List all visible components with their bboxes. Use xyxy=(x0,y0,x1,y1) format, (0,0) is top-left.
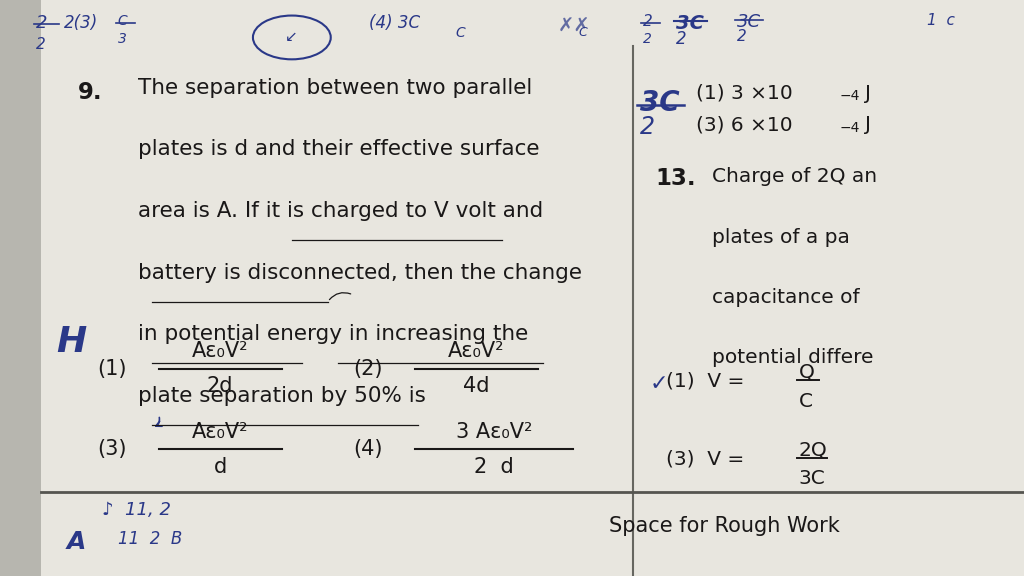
Text: 2: 2 xyxy=(676,30,686,48)
Text: Space for Rough Work: Space for Rough Work xyxy=(609,516,840,536)
Text: 3C: 3C xyxy=(676,14,703,33)
Text: J: J xyxy=(865,84,871,103)
Text: Q: Q xyxy=(799,363,815,382)
Text: Aε₀V²: Aε₀V² xyxy=(191,342,249,361)
Text: Charge of 2Q an: Charge of 2Q an xyxy=(712,167,877,186)
Text: (3) 6 ×10: (3) 6 ×10 xyxy=(696,115,793,134)
Text: 2: 2 xyxy=(737,29,748,44)
Text: (1): (1) xyxy=(97,359,127,378)
Text: capacitance of: capacitance of xyxy=(712,288,859,307)
Text: ↙: ↙ xyxy=(285,29,297,44)
Text: d: d xyxy=(214,457,226,476)
Text: −4: −4 xyxy=(840,121,860,135)
Text: plate separation by 50% is: plate separation by 50% is xyxy=(138,386,426,406)
Text: 2(3): 2(3) xyxy=(63,14,97,32)
Text: 2: 2 xyxy=(640,115,655,139)
Text: 3 Aε₀V²: 3 Aε₀V² xyxy=(456,422,532,442)
Text: area is A. If it is charged to V volt and: area is A. If it is charged to V volt an… xyxy=(138,201,544,221)
Text: ♪  11, 2: ♪ 11, 2 xyxy=(102,501,171,519)
Text: 2: 2 xyxy=(36,37,46,52)
Text: 9.: 9. xyxy=(78,81,102,104)
Text: 4d: 4d xyxy=(463,376,489,396)
Text: C: C xyxy=(456,26,466,40)
Text: (3)  V =: (3) V = xyxy=(666,449,751,468)
Text: (2): (2) xyxy=(353,359,383,378)
Text: (1)  V =: (1) V = xyxy=(666,372,751,391)
Text: −4: −4 xyxy=(840,89,860,103)
Text: 2: 2 xyxy=(643,32,652,46)
Text: ✓: ✓ xyxy=(649,374,668,395)
Text: 3: 3 xyxy=(118,32,127,46)
Text: plates of a pa: plates of a pa xyxy=(712,228,850,247)
Text: 1  c: 1 c xyxy=(927,13,954,28)
Text: 3C: 3C xyxy=(799,469,825,488)
Text: The separation between two parallel: The separation between two parallel xyxy=(138,78,532,98)
Text: (3): (3) xyxy=(97,439,127,459)
Text: (4): (4) xyxy=(353,439,383,459)
Text: in potential energy in increasing the: in potential energy in increasing the xyxy=(138,324,528,344)
Text: 3C: 3C xyxy=(640,89,680,118)
Text: Aε₀V²: Aε₀V² xyxy=(191,422,249,442)
Text: 11  2  B: 11 2 B xyxy=(118,530,182,548)
Text: 13.: 13. xyxy=(655,167,696,190)
Text: C: C xyxy=(118,14,128,28)
Text: A: A xyxy=(67,530,86,554)
Text: ✗✗: ✗✗ xyxy=(558,17,591,36)
Text: (4) 3C: (4) 3C xyxy=(369,14,420,32)
Text: (1) 3 ×10: (1) 3 ×10 xyxy=(696,84,793,103)
Text: Aε₀V²: Aε₀V² xyxy=(447,342,505,361)
Text: 2d: 2d xyxy=(207,376,233,396)
Text: 2Q: 2Q xyxy=(799,441,827,460)
Text: 2  d: 2 d xyxy=(474,457,514,476)
Text: J: J xyxy=(865,115,871,134)
FancyBboxPatch shape xyxy=(0,0,41,576)
Text: potential differe: potential differe xyxy=(712,348,873,367)
Text: 2: 2 xyxy=(643,14,653,29)
Text: 2: 2 xyxy=(36,14,47,32)
Text: plates is d and their effective surface: plates is d and their effective surface xyxy=(138,139,540,160)
Text: 3C: 3C xyxy=(737,13,762,31)
Text: C: C xyxy=(579,26,588,39)
Text: C: C xyxy=(799,392,813,411)
Text: H: H xyxy=(56,325,87,359)
Text: battery is disconnected, then the change: battery is disconnected, then the change xyxy=(138,263,583,283)
